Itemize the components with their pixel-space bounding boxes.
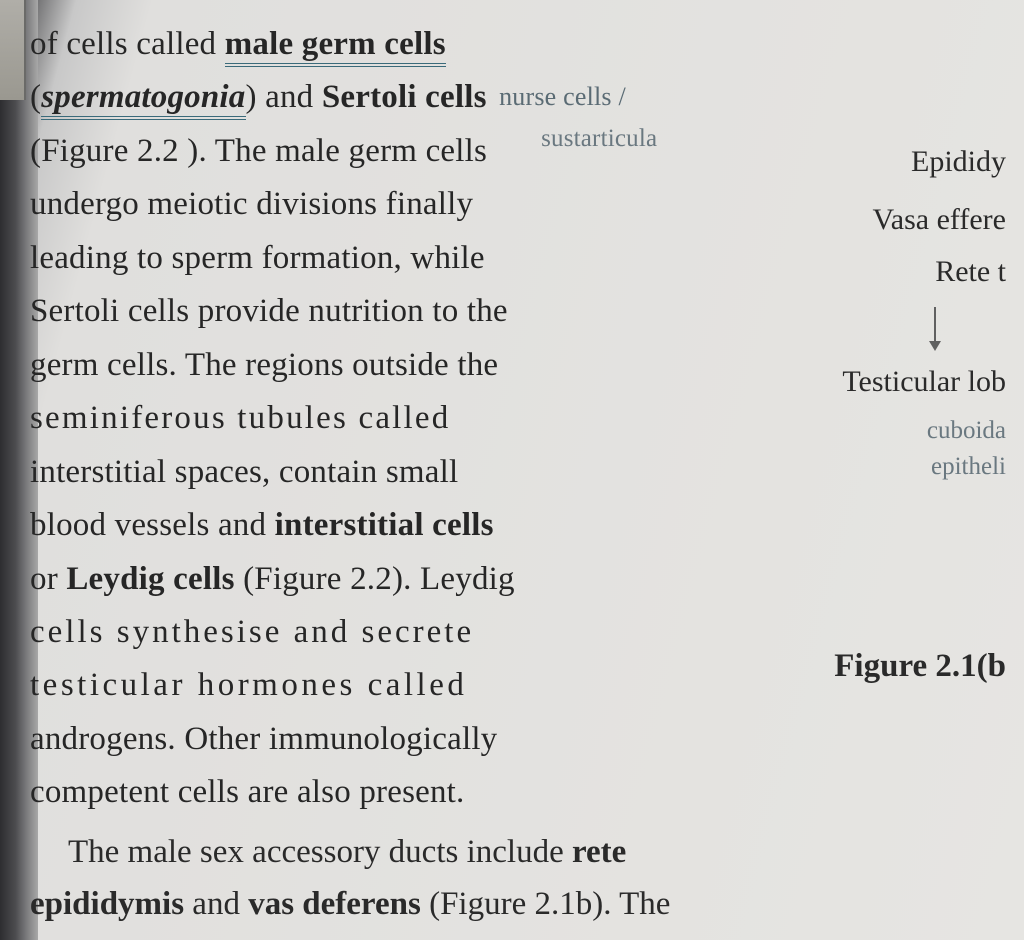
para2-and: and [184,886,248,922]
textbook-page: of cells called male germ cells (spermat… [0,0,1024,940]
term-interstitial-cells: interstitial cells [275,507,494,543]
handwritten-nurse-cells: nurse cells / [499,82,626,111]
label-vasa-efferentia: Vasa effere [872,194,1006,245]
text-line-12: cells synthesise and secrete [30,614,474,650]
term-spermatogonia: spermatogonia [41,79,245,120]
label-rete-testis: Rete t [934,246,1006,297]
term-epididymis: epididymis [30,886,184,922]
page-content: of cells called male germ cells (spermat… [30,18,1024,930]
handwritten-epitheli: epitheli [786,446,1006,489]
term-rete: rete [572,834,626,870]
term-sertoli-cells: Sertoli cells [322,79,487,115]
text-line-9: interstitial spaces, contain small [30,454,458,490]
label-testicular-lobules: Testicular lob [746,356,1006,407]
text-line-1a: of cells called [30,26,225,62]
page-corner-tab [0,0,26,100]
text-or: or [30,561,66,597]
paren-open: ( [30,79,41,115]
term-vas-deferens: vas deferens [248,886,421,922]
figure-caption-2-1: Figure 2.1(b [746,638,1006,694]
text-line-10a: blood vessels and [30,507,275,543]
text-and: ) and [246,79,322,115]
text-line-14: androgens. Other immunologically [30,721,497,757]
text-line-7: germ cells. The regions outside the [30,347,498,383]
text-line-8: seminiferous tubules called [30,400,450,436]
term-male-germ-cells: male germ cells [225,26,446,67]
text-line-15: competent cells are also present. [30,774,465,810]
para2-a: The male sex accessory ducts include [68,834,572,870]
text-line-6: Sertoli cells provide nutrition to the [30,293,508,329]
figure-label-column: Epididy Vasa effere Rete t Testicular lo… [750,18,1010,50]
text-line-11c: (Figure 2.2). Leydig [235,561,515,597]
text-line-3: (Figure 2.2 ). The male germ cells [30,133,487,169]
text-line-5: leading to sperm formation, while [30,240,485,276]
text-line-4: undergo meiotic divisions finally [30,186,473,222]
second-paragraph: The male sex accessory ducts include ret… [30,820,1024,930]
text-line-13: testicular hormones called [30,667,467,703]
para2-f: (Figure 2.1b). The [421,886,671,922]
label-epididymis: Epididy [911,136,1006,187]
arrow-down-icon [934,307,936,349]
term-leydig-cells: Leydig cells [66,561,234,597]
main-text-column: of cells called male germ cells (spermat… [30,18,750,820]
handwritten-sustarticula: sustarticula [541,119,657,160]
